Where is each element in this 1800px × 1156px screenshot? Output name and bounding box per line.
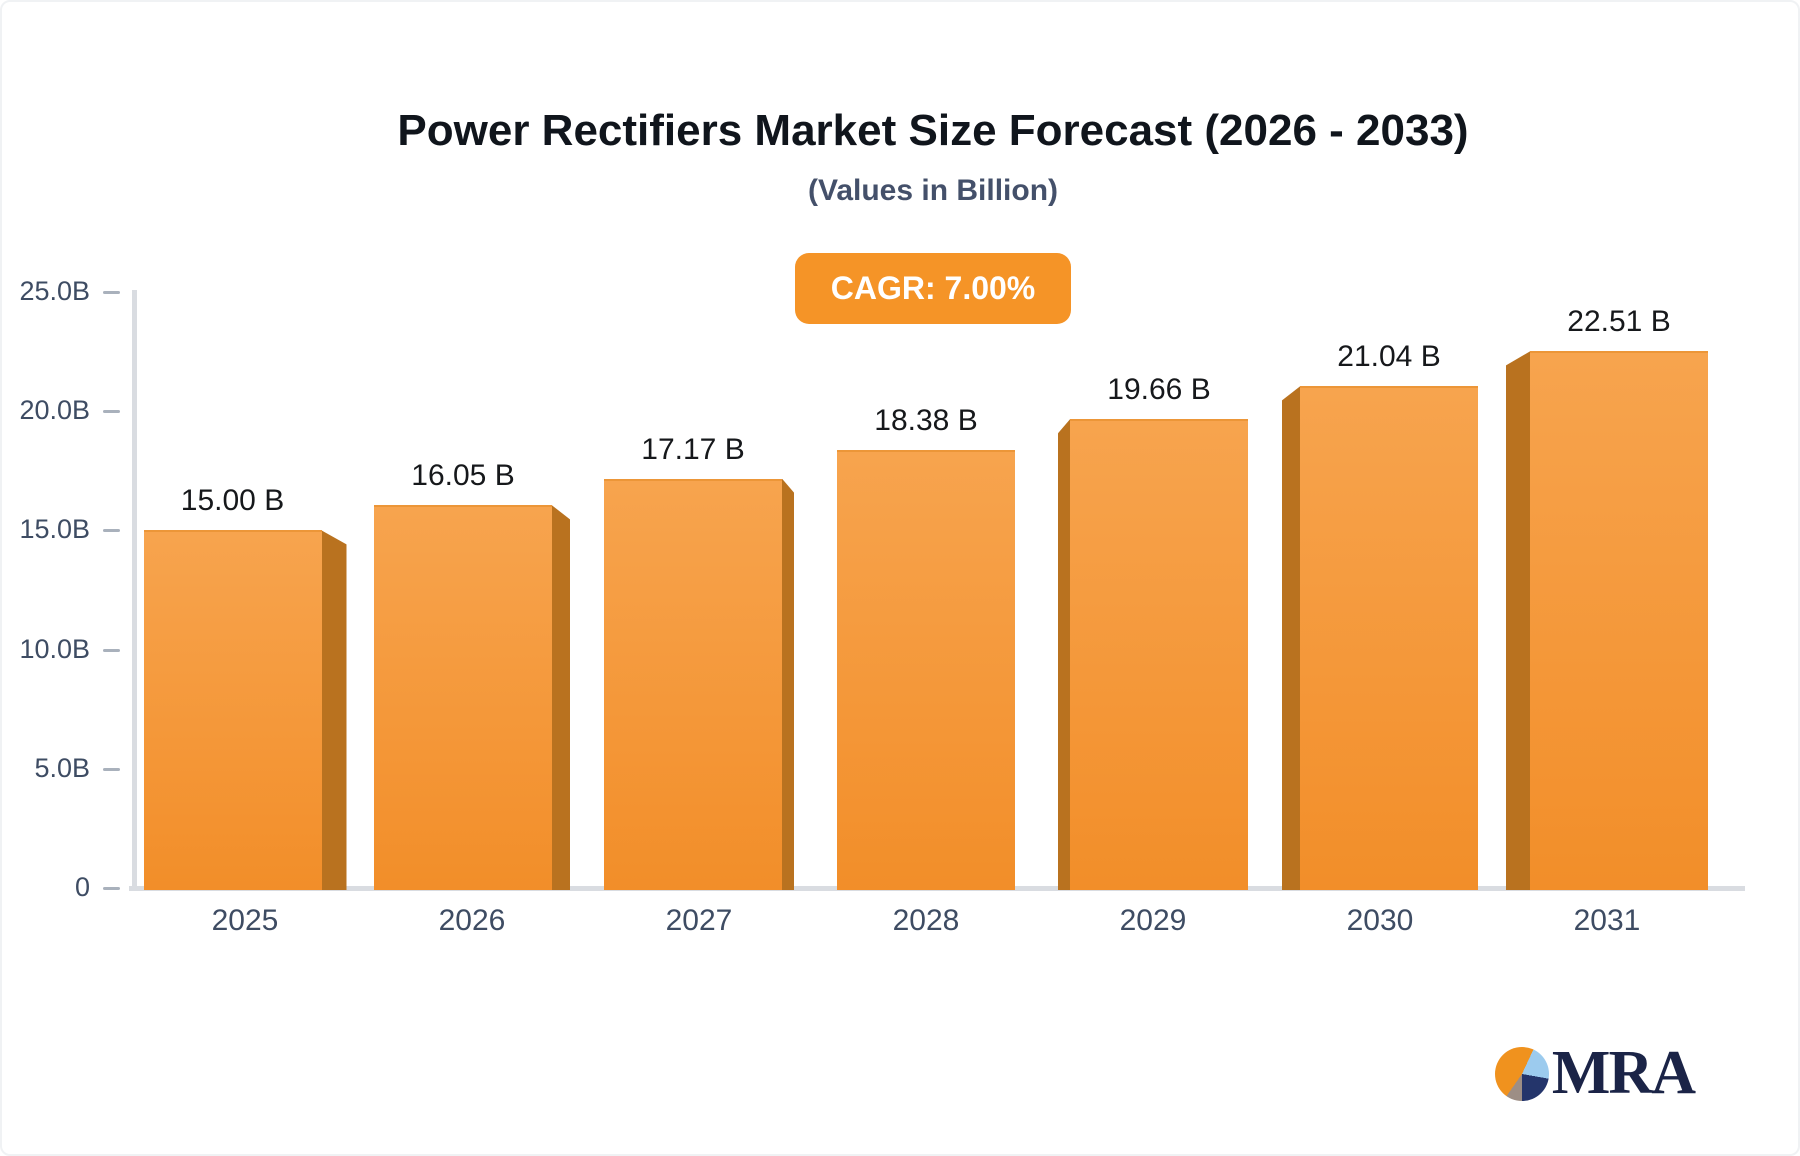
bar-3d-side <box>1506 351 1530 890</box>
bar-value-label: 19.66 B <box>1107 373 1211 407</box>
pie-chart-logo-icon <box>1494 1046 1549 1101</box>
bar <box>604 478 782 890</box>
bar <box>374 505 552 890</box>
bar <box>1530 351 1708 890</box>
y-axis-tick-label: 10.0B <box>19 633 90 664</box>
bar <box>837 449 1015 890</box>
x-axis-label: 2030 <box>1346 904 1414 937</box>
bar-3d-side <box>321 530 347 890</box>
cagr-badge: CAGR: 7.00% <box>794 253 1072 324</box>
bar-3d-side <box>552 505 570 890</box>
x-axis-label: 2031 <box>1573 904 1641 937</box>
y-axis-tick-label: 25.0B <box>19 276 90 306</box>
y-axis-tick-label: 0 <box>74 872 90 902</box>
bar-value-label: 16.05 B <box>411 459 515 493</box>
brand-logo-text: MRA <box>1551 1039 1696 1107</box>
bar-value-label: 17.17 B <box>641 432 745 466</box>
y-axis-tick-mark <box>103 529 120 533</box>
y-axis-tick-label: 5.0B <box>34 752 90 783</box>
bar <box>143 530 322 890</box>
bar <box>1070 419 1248 890</box>
y-axis-tick-mark <box>103 410 120 414</box>
cagr-badge-row: CAGR: 7.00% <box>68 253 1798 324</box>
bar-3d-side <box>782 478 794 890</box>
bar-3d-side <box>1058 419 1070 890</box>
y-axis-line <box>132 290 137 888</box>
x-axis-label: 2025 <box>211 904 279 937</box>
y-axis-tick-mark <box>103 767 120 771</box>
y-axis-tick-mark <box>103 648 120 652</box>
bar-value-label: 22.51 B <box>1567 305 1671 339</box>
y-axis-tick-label: 20.0B <box>19 395 90 426</box>
bar-value-label: 21.04 B <box>1337 340 1441 374</box>
bar <box>1300 386 1478 890</box>
bar-value-label: 15.00 B <box>180 484 285 518</box>
y-axis-tick-mark <box>103 887 120 890</box>
brand-logo: MRA <box>1494 1038 1696 1109</box>
x-axis-label: 2028 <box>892 904 960 937</box>
y-axis-tick-mark <box>103 291 120 294</box>
x-axis-label: 2026 <box>438 904 506 937</box>
chart-title: Power Rectifiers Market Size Forecast (2… <box>397 106 1469 155</box>
bar-3d-side <box>1282 386 1300 890</box>
chart-subtitle: (Values in Billion) <box>807 174 1059 207</box>
x-axis-label: 2029 <box>1119 904 1187 937</box>
x-axis-label: 2027 <box>665 904 733 937</box>
bar-value-label: 18.38 B <box>874 403 978 437</box>
y-axis-tick-label: 15.0B <box>19 514 90 545</box>
